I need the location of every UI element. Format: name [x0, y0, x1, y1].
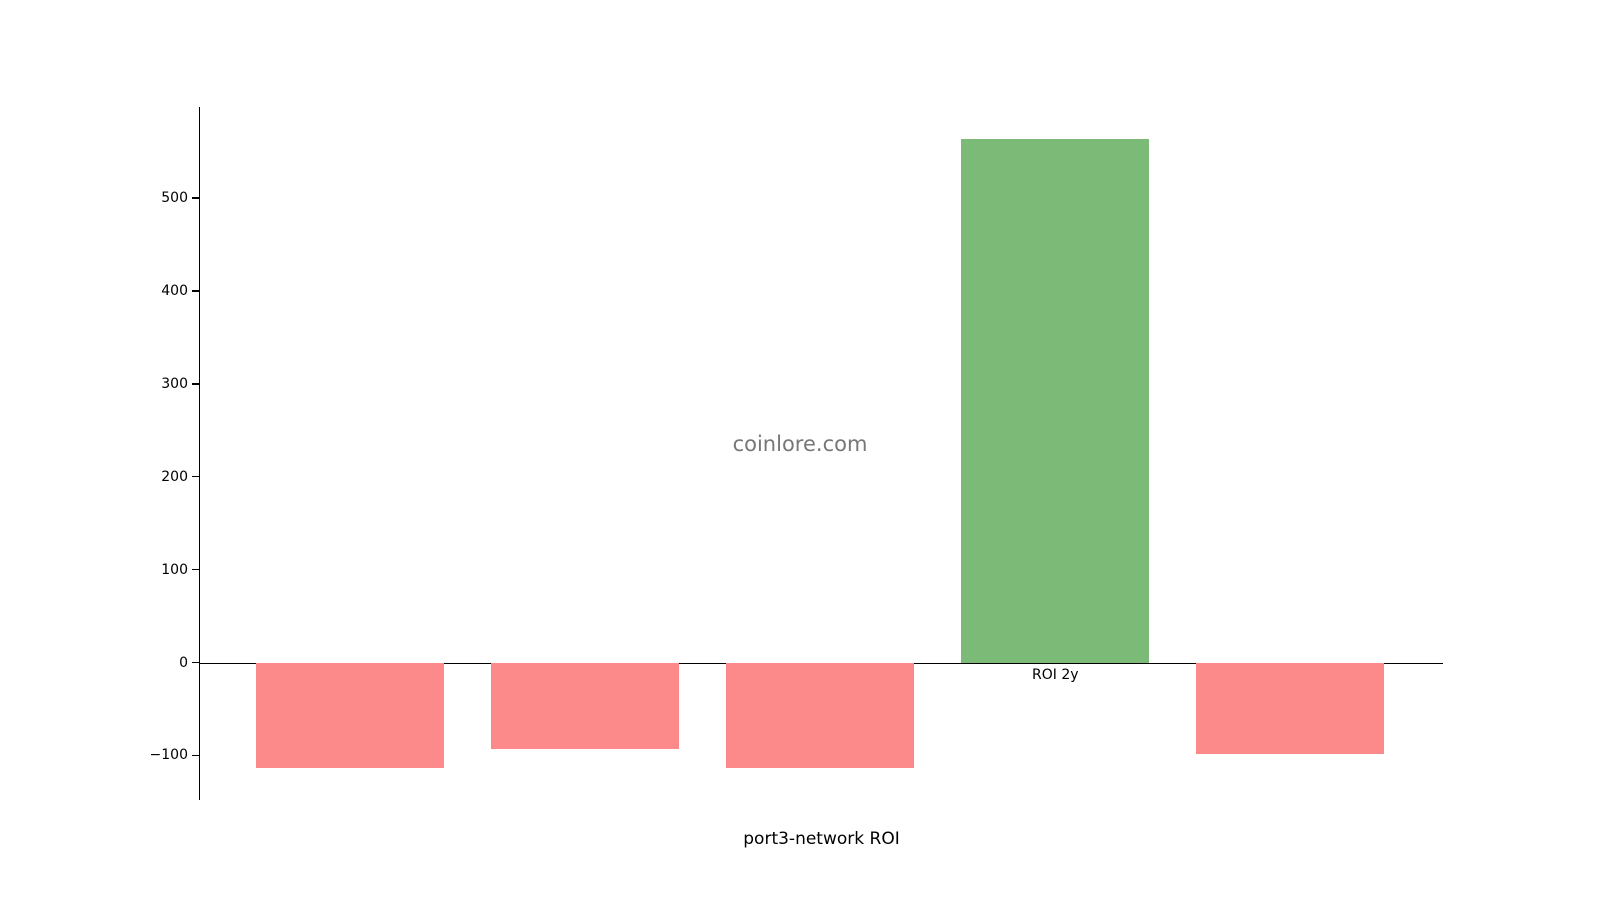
- y-tick-mark--100: [192, 754, 200, 757]
- y-tick-label-500: 500: [161, 190, 188, 207]
- plot-area: 500 400 300 200 100 0 −100 ROI 2y: [150, 107, 1443, 800]
- bar-1: [256, 662, 444, 769]
- y-tick-label-200: 200: [161, 468, 188, 485]
- chart-title: port3-network ROI: [743, 829, 900, 849]
- y-tick-label-400: 400: [161, 282, 188, 299]
- y-tick-mark-0: [192, 661, 200, 664]
- y-tick-mark-400: [192, 290, 200, 292]
- y-tick-label-0: 0: [179, 654, 188, 671]
- y-tick-label-300: 300: [161, 375, 188, 392]
- bar-2: [491, 662, 680, 749]
- bar-3: [726, 662, 915, 769]
- y-tick-mark-100: [192, 568, 200, 571]
- y-tick-label-100: 100: [161, 561, 188, 578]
- y-tick-mark-500: [192, 197, 200, 199]
- bar-roi-2y: [961, 138, 1150, 663]
- y-axis-line: [199, 107, 201, 800]
- y-tick-mark-200: [192, 476, 200, 478]
- watermark: coinlore.com: [732, 432, 868, 456]
- bar-5: [1196, 662, 1385, 755]
- x-tick-label-roi-2y: ROI 2y: [1032, 666, 1079, 683]
- y-tick-label--100: −100: [149, 747, 188, 764]
- y-tick-mark-300: [192, 383, 200, 385]
